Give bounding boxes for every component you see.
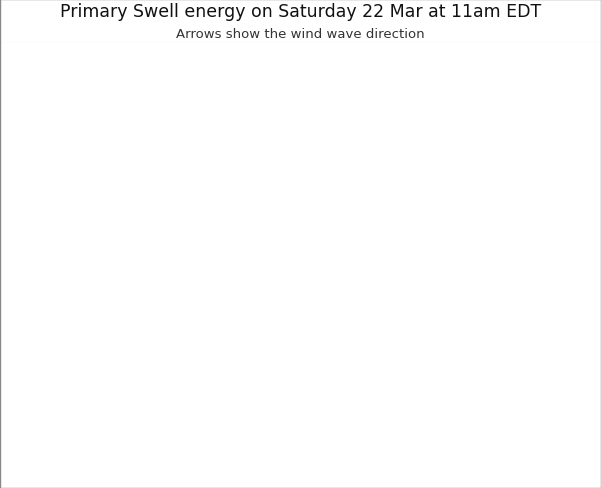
Text: cartopy required: cartopy required — [243, 259, 358, 273]
Text: Primary Swell energy on Saturday 22 Mar at 11am EDT: Primary Swell energy on Saturday 22 Mar … — [60, 3, 541, 21]
Text: Arrows show the wind wave direction: Arrows show the wind wave direction — [176, 28, 425, 41]
